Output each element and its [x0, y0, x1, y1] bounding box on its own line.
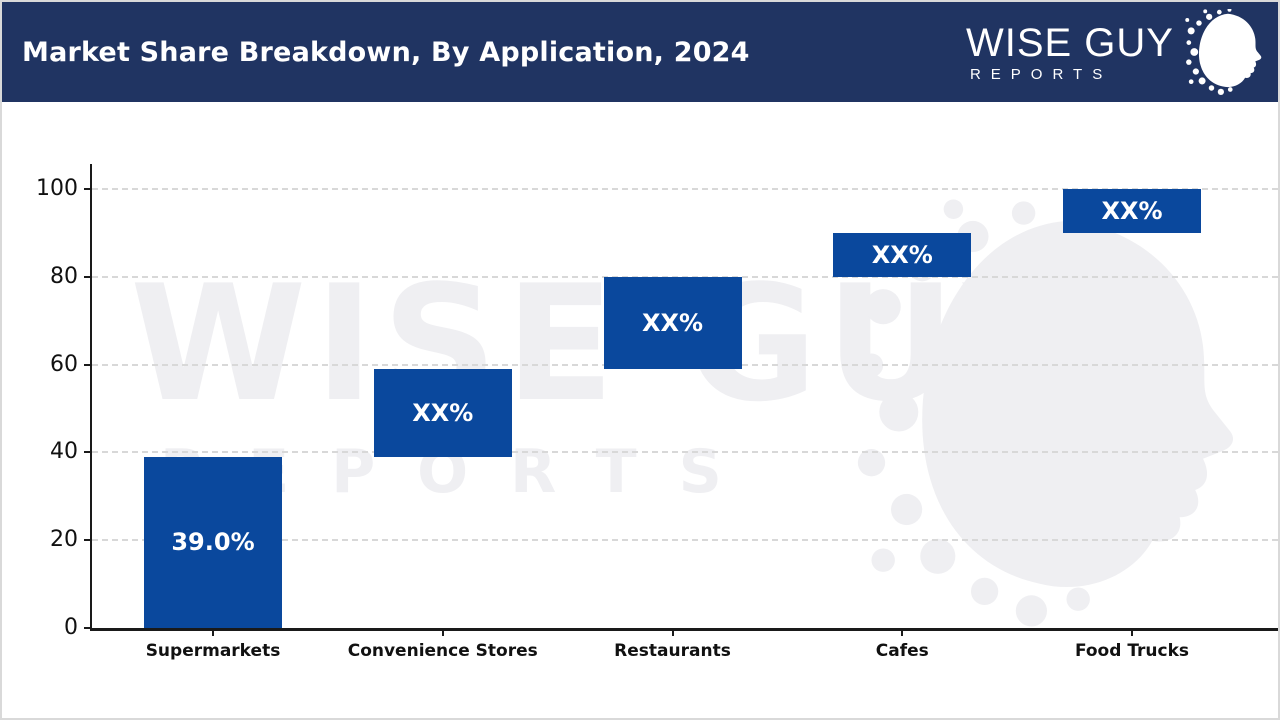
x-axis-tick-3: [671, 629, 674, 636]
bar-value-label: 39.0%: [171, 528, 255, 557]
bar-restaurants: XX%: [603, 276, 742, 369]
y-axis-tick-80: [84, 275, 91, 278]
x-axis-tick-1: [212, 629, 214, 636]
bar-value-label: XX%: [412, 398, 474, 427]
y-axis-tick-20: [84, 539, 91, 542]
gridline-100: [92, 188, 1278, 190]
wise-guy-logo: WISE GUY REPORTS: [966, 2, 1270, 102]
y-axis-tick-40: [84, 451, 91, 454]
header-bar: Market Share Breakdown, By Application, …: [2, 2, 1278, 102]
gridline-40: [92, 451, 1278, 454]
x-axis-category-label: Cafes: [875, 641, 929, 661]
x-axis-category-label: Restaurants: [614, 641, 731, 661]
bar-supermarkets: 39.0%: [144, 456, 282, 628]
y-axis-tick-100: [84, 188, 91, 190]
chart-title: Market Share Breakdown, By Application, …: [22, 36, 750, 68]
y-axis-tick-label-100: 100: [36, 176, 78, 201]
y-axis-tick-60: [84, 363, 91, 366]
y-axis-tick-label-60: 60: [50, 351, 78, 377]
logo-face-icon: [1185, 9, 1262, 95]
bar-convenience-stores: XX%: [373, 368, 512, 457]
y-axis-tick-label-80: 80: [50, 263, 78, 289]
bar-value-label: XX%: [1101, 196, 1163, 225]
y-axis-tick-label-40: 40: [50, 439, 78, 465]
y-axis-tick-label-0: 0: [64, 615, 78, 640]
bar-cafes: XX%: [833, 232, 972, 277]
x-axis-category-label: Supermarkets: [145, 641, 281, 661]
x-axis-tick-5: [1131, 629, 1133, 636]
x-axis-line: [90, 628, 1278, 631]
x-axis-category-label: Food Trucks: [1074, 641, 1190, 661]
x-axis-tick-2: [441, 629, 444, 636]
bar-value-label: XX%: [641, 308, 704, 337]
y-axis-tick-label-20: 20: [50, 527, 78, 553]
gridline-20: [92, 539, 1278, 542]
logo-primary-text: WISE GUY: [965, 20, 1174, 65]
bar-food-trucks: XX%: [1063, 189, 1201, 233]
y-axis-line: [90, 164, 92, 630]
x-axis-category-label: Convenience Stores: [347, 641, 538, 661]
logo-secondary-text: REPORTS: [969, 65, 1113, 83]
y-axis-tick-0: [84, 627, 91, 629]
bar-value-label: XX%: [871, 240, 933, 269]
x-axis-tick-4: [901, 629, 904, 636]
